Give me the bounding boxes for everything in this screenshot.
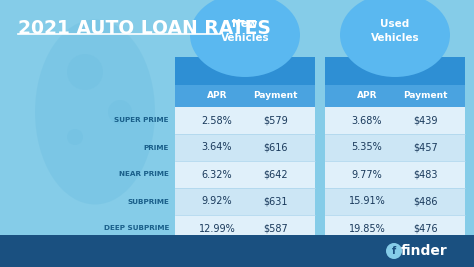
Text: SUPER PRIME: SUPER PRIME: [115, 117, 169, 124]
Text: $439: $439: [413, 116, 438, 125]
Ellipse shape: [35, 19, 155, 205]
Text: APR: APR: [207, 92, 227, 100]
Bar: [325, 57, 465, 242]
Bar: [175, 107, 315, 134]
Text: 9.92%: 9.92%: [202, 197, 232, 206]
Text: NEAR PRIME: NEAR PRIME: [119, 171, 169, 178]
Text: finder: finder: [401, 244, 447, 258]
Bar: [325, 161, 465, 188]
Text: Used
Vehicles: Used Vehicles: [371, 19, 419, 43]
Text: DEEP SUBPRIME: DEEP SUBPRIME: [104, 226, 169, 231]
Text: 3.64%: 3.64%: [202, 143, 232, 152]
Text: $631: $631: [264, 197, 288, 206]
Bar: [325, 215, 465, 242]
Bar: [325, 134, 465, 161]
Bar: [325, 188, 465, 215]
Text: PRIME: PRIME: [144, 144, 169, 151]
Text: $616: $616: [264, 143, 288, 152]
Text: $579: $579: [264, 116, 288, 125]
Bar: [175, 188, 315, 215]
Ellipse shape: [340, 0, 450, 77]
Text: $587: $587: [264, 223, 288, 234]
Ellipse shape: [190, 0, 300, 77]
Circle shape: [108, 100, 132, 124]
Bar: [175, 215, 315, 242]
Bar: [175, 57, 315, 85]
Text: $457: $457: [413, 143, 438, 152]
Bar: [175, 57, 315, 242]
Circle shape: [67, 129, 83, 145]
Text: 2.58%: 2.58%: [201, 116, 232, 125]
Bar: [325, 85, 465, 107]
Text: 3.68%: 3.68%: [352, 116, 382, 125]
Circle shape: [386, 243, 402, 259]
Circle shape: [67, 54, 103, 90]
Bar: [175, 134, 315, 161]
Text: Payment: Payment: [403, 92, 448, 100]
Bar: [175, 161, 315, 188]
Text: $476: $476: [413, 223, 438, 234]
Text: $642: $642: [264, 170, 288, 179]
Bar: [325, 107, 465, 134]
Text: 2021 AUTO LOAN RATES: 2021 AUTO LOAN RATES: [18, 19, 271, 38]
Text: New
Vehicles: New Vehicles: [221, 19, 269, 43]
Bar: [175, 85, 315, 107]
Text: 5.35%: 5.35%: [352, 143, 383, 152]
Text: 19.85%: 19.85%: [348, 223, 385, 234]
Text: Payment: Payment: [254, 92, 298, 100]
Text: APR: APR: [357, 92, 377, 100]
Text: SUBPRIME: SUBPRIME: [127, 198, 169, 205]
Text: 9.77%: 9.77%: [352, 170, 383, 179]
Text: 6.32%: 6.32%: [202, 170, 232, 179]
Text: Source: Experian's State of the Automotive Finance Market Report – Q3 2021: Source: Experian's State of the Automoti…: [135, 245, 339, 250]
Bar: [0, 235, 474, 267]
Text: f: f: [392, 246, 396, 256]
Text: $486: $486: [413, 197, 438, 206]
Text: 12.99%: 12.99%: [199, 223, 236, 234]
Text: $483: $483: [413, 170, 438, 179]
Text: 15.91%: 15.91%: [348, 197, 385, 206]
Bar: [325, 57, 465, 85]
